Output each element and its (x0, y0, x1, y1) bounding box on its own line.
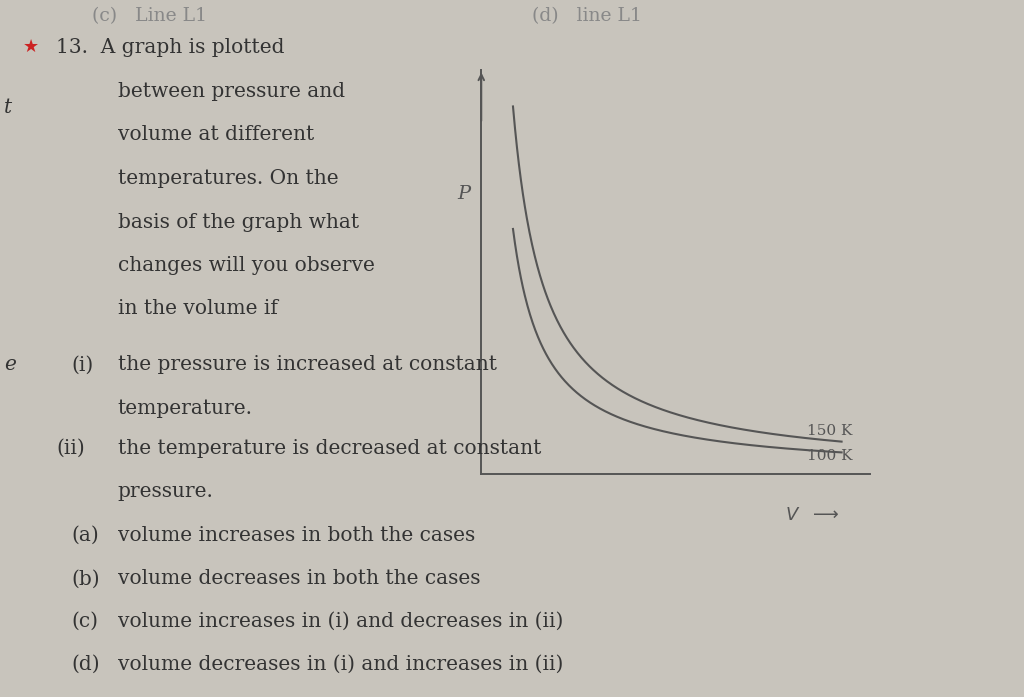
Text: (c): (c) (72, 612, 98, 631)
Text: (d)   line L1: (d) line L1 (532, 7, 642, 25)
Text: (i): (i) (72, 355, 94, 374)
Text: (a): (a) (72, 526, 99, 545)
Text: volume decreases in (i) and increases in (ii): volume decreases in (i) and increases in… (118, 655, 563, 674)
Text: temperatures. On the: temperatures. On the (118, 169, 338, 187)
Text: in the volume if: in the volume if (118, 299, 278, 318)
Text: P: P (458, 185, 471, 203)
Text: (ii): (ii) (56, 439, 85, 458)
Text: 100 K: 100 K (807, 450, 853, 464)
Text: $V$  $\longrightarrow$: $V$ $\longrightarrow$ (785, 506, 839, 524)
Text: between pressure and: between pressure and (118, 82, 345, 100)
Text: pressure.: pressure. (118, 482, 214, 501)
Text: ★: ★ (23, 38, 39, 56)
Text: e: e (4, 355, 16, 374)
Text: (b): (b) (72, 569, 100, 588)
Text: 150 K: 150 K (807, 424, 852, 438)
Text: changes will you observe: changes will you observe (118, 256, 375, 275)
Text: the temperature is decreased at constant: the temperature is decreased at constant (118, 439, 541, 458)
Text: t: t (4, 98, 12, 116)
Text: volume increases in both the cases: volume increases in both the cases (118, 526, 475, 545)
Text: temperature.: temperature. (118, 399, 253, 418)
Text: (c)   Line L1: (c) Line L1 (92, 7, 207, 25)
Text: basis of the graph what: basis of the graph what (118, 213, 358, 231)
Text: volume decreases in both the cases: volume decreases in both the cases (118, 569, 480, 588)
Text: the pressure is increased at constant: the pressure is increased at constant (118, 355, 497, 374)
Text: 13.  A graph is plotted: 13. A graph is plotted (56, 38, 285, 57)
Text: (d): (d) (72, 655, 100, 674)
Text: volume increases in (i) and decreases in (ii): volume increases in (i) and decreases in… (118, 612, 563, 631)
Text: volume at different: volume at different (118, 125, 314, 144)
